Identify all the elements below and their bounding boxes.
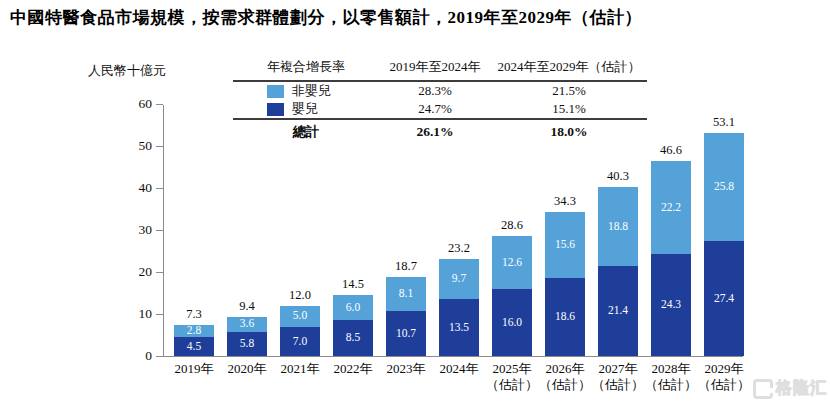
bar-stack-2025年: 12.616.0	[492, 236, 532, 356]
segment-嬰兒-2020年: 5.8	[227, 332, 267, 356]
page-title: 中國特醫食品市場規模，按需求群體劃分，以零售額計，2019年至2029年（估計）	[10, 6, 642, 29]
cagr-header-metric: 年複合增長率	[233, 58, 379, 76]
y-tick-label-40: 40	[116, 180, 152, 196]
bar-total-label-2025年: 28.6	[492, 218, 532, 233]
bar-total-label-2028年: 46.6	[651, 143, 691, 158]
cagr-header-period-1: 2019年至2024年	[379, 58, 491, 76]
bar-stack-2023年: 8.110.7	[386, 277, 426, 356]
cagr-row-non-infant: 非嬰兒 28.3% 21.5%	[233, 82, 647, 100]
segment-嬰兒-2028年: 24.3	[651, 254, 691, 356]
x-axis-label-2029年: 2029年（估計）	[698, 361, 750, 392]
bar-stack-2021年: 5.07.0	[280, 306, 320, 356]
y-axis-unit-label: 人民幣十億元	[88, 62, 166, 80]
gelonghui-logo-text: 格隆汇	[776, 378, 827, 399]
segment-嬰兒-2027年: 21.4	[598, 266, 638, 356]
bar-2019年: 7.32.84.52019年	[174, 307, 214, 356]
bar-total-label-2023年: 18.7	[386, 259, 426, 274]
gelonghui-logo-icon	[753, 379, 773, 399]
bar-total-label-2026年: 34.3	[545, 194, 585, 209]
segment-嬰兒-2026年: 18.6	[545, 278, 585, 356]
x-axis-label-2022年: 2022年	[334, 361, 373, 377]
bar-total-label-2022年: 14.5	[333, 277, 373, 292]
bar-2029年: 53.125.827.42029年（估計）	[704, 115, 744, 356]
segment-非嬰兒-2028年: 22.2	[651, 161, 691, 254]
non-infant-cagr-1: 28.3%	[379, 83, 491, 99]
bars-row: 7.32.84.52019年9.43.65.82020年12.05.07.020…	[164, 105, 743, 356]
bar-total-label-2024年: 23.2	[439, 241, 479, 256]
segment-嬰兒-2022年: 8.5	[333, 320, 373, 356]
non-infant-legend-label: 非嬰兒	[292, 82, 331, 100]
segment-嬰兒-2019年: 4.5	[174, 337, 214, 356]
segment-嬰兒-2025年: 16.0	[492, 289, 532, 356]
bar-stack-2029年: 25.827.4	[704, 133, 744, 356]
x-axis-label-2025年: 2025年（估計）	[486, 361, 538, 392]
bar-total-label-2027年: 40.3	[598, 169, 638, 184]
segment-嬰兒-2021年: 7.0	[280, 327, 320, 356]
bar-stack-2027年: 18.821.4	[598, 187, 638, 356]
x-axis-label-2020年: 2020年	[228, 361, 267, 377]
y-tick-mark-40	[156, 188, 163, 189]
y-tick-mark-60	[156, 104, 163, 105]
segment-非嬰兒-2020年: 3.6	[227, 317, 267, 332]
y-tick-mark-0	[156, 356, 163, 357]
y-tick-label-30: 30	[116, 222, 152, 238]
segment-嬰兒-2024年: 13.5	[439, 299, 479, 356]
x-axis-label-2024年: 2024年	[440, 361, 479, 377]
bar-2027年: 40.318.821.42027年（估計）	[598, 169, 638, 356]
bar-stack-2022年: 6.08.5	[333, 295, 373, 356]
bar-stack-2028年: 22.224.3	[651, 161, 691, 356]
y-tick-label-10: 10	[116, 306, 152, 322]
x-axis-label-2021年: 2021年	[281, 361, 320, 377]
bar-2020年: 9.43.65.82020年	[227, 299, 267, 356]
cagr-table-header: 年複合增長率 2019年至2024年 2024年至2029年（估計）	[233, 54, 647, 80]
segment-非嬰兒-2022年: 6.0	[333, 295, 373, 320]
bar-2024年: 23.29.713.52024年	[439, 241, 479, 356]
segment-非嬰兒-2027年: 18.8	[598, 187, 638, 266]
plot-area: 0102030405060 7.32.84.52019年9.43.65.8202…	[163, 105, 743, 357]
x-axis-label-2026年: 2026年（估計）	[539, 361, 591, 392]
x-axis-label-2028年: 2028年（估計）	[645, 361, 697, 392]
segment-非嬰兒-2023年: 8.1	[386, 277, 426, 311]
bar-stack-2019年: 2.84.5	[174, 325, 214, 356]
bar-2023年: 18.78.110.72023年	[386, 259, 426, 356]
segment-非嬰兒-2021年: 5.0	[280, 306, 320, 327]
y-tick-mark-50	[156, 146, 163, 147]
gelonghui-watermark: 格隆汇	[753, 378, 827, 399]
bar-2025年: 28.612.616.02025年（估計）	[492, 218, 532, 356]
segment-非嬰兒-2024年: 9.7	[439, 259, 479, 300]
x-axis-label-2019年: 2019年	[175, 361, 214, 377]
bar-stack-2024年: 9.713.5	[439, 259, 479, 356]
y-tick-mark-10	[156, 314, 163, 315]
bar-2021年: 12.05.07.02021年	[280, 288, 320, 356]
segment-非嬰兒-2026年: 15.6	[545, 212, 585, 278]
bar-total-label-2029年: 53.1	[704, 115, 744, 130]
non-infant-cagr-2: 21.5%	[491, 83, 647, 99]
bar-stack-2026年: 15.618.6	[545, 212, 585, 356]
y-tick-mark-20	[156, 272, 163, 273]
segment-嬰兒-2029年: 27.4	[704, 241, 744, 356]
non-infant-legend-swatch	[267, 85, 284, 98]
bar-stack-2020年: 3.65.8	[227, 317, 267, 356]
bar-total-label-2021年: 12.0	[280, 288, 320, 303]
bar-total-label-2020年: 9.4	[227, 299, 267, 314]
y-tick-label-0: 0	[116, 348, 152, 364]
x-axis-label-2023年: 2023年	[387, 361, 426, 377]
segment-非嬰兒-2025年: 12.6	[492, 236, 532, 289]
segment-非嬰兒-2029年: 25.8	[704, 133, 744, 241]
bar-total-label-2019年: 7.3	[174, 307, 214, 322]
x-axis-label-2027年: 2027年（估計）	[592, 361, 644, 392]
y-tick-label-60: 60	[116, 96, 152, 112]
y-tick-label-50: 50	[116, 138, 152, 154]
bar-2026年: 34.315.618.62026年（估計）	[545, 194, 585, 356]
cagr-header-period-2: 2024年至2029年（估計）	[491, 58, 647, 76]
bar-2022年: 14.56.08.52022年	[333, 277, 373, 356]
y-tick-label-20: 20	[116, 264, 152, 280]
bar-2028年: 46.622.224.32028年（估計）	[651, 143, 691, 356]
segment-非嬰兒-2019年: 2.8	[174, 325, 214, 337]
y-tick-mark-30	[156, 230, 163, 231]
segment-嬰兒-2023年: 10.7	[386, 311, 426, 356]
